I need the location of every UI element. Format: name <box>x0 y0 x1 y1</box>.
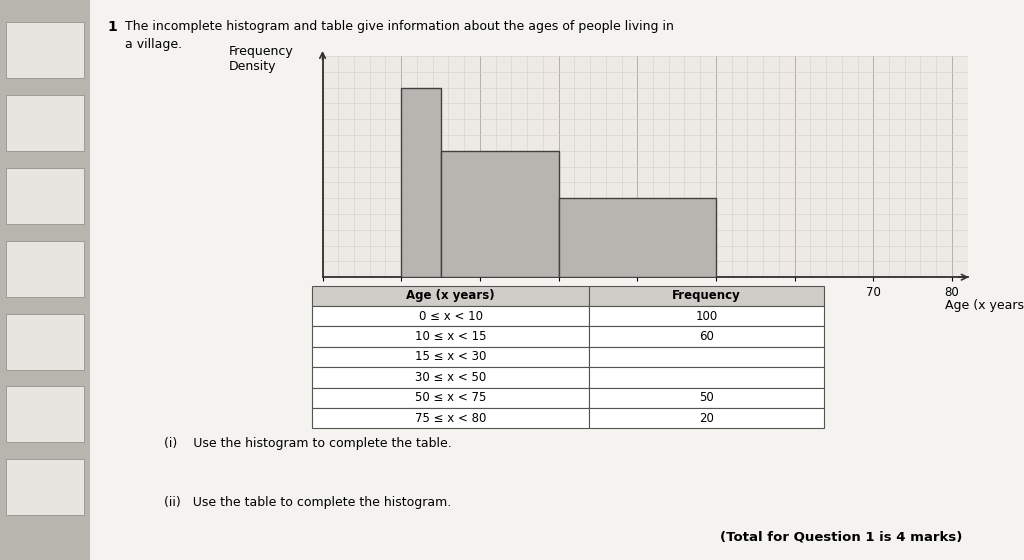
Text: (ii)   Use the table to complete the histogram.: (ii) Use the table to complete the histo… <box>164 496 452 508</box>
Text: 50: 50 <box>699 391 714 404</box>
X-axis label: Age (x years): Age (x years) <box>945 299 1024 312</box>
Text: 100: 100 <box>695 310 718 323</box>
Text: 60: 60 <box>699 330 714 343</box>
Bar <box>401 87 440 277</box>
Text: 20: 20 <box>699 412 714 424</box>
Bar <box>312 367 589 388</box>
Bar <box>312 388 589 408</box>
Bar <box>312 408 589 428</box>
Bar <box>312 326 589 347</box>
Text: 0 ≤ x < 10: 0 ≤ x < 10 <box>419 310 482 323</box>
Bar <box>440 151 558 277</box>
Text: 30 ≤ x < 50: 30 ≤ x < 50 <box>415 371 486 384</box>
Text: 75 ≤ x < 80: 75 ≤ x < 80 <box>415 412 486 424</box>
Text: The incomplete histogram and table give information about the ages of people liv: The incomplete histogram and table give … <box>125 20 674 50</box>
Text: 50 ≤ x < 75: 50 ≤ x < 75 <box>415 391 486 404</box>
Bar <box>312 286 589 306</box>
Bar <box>589 347 824 367</box>
Bar <box>589 408 824 428</box>
Bar <box>589 306 824 326</box>
Text: (i)    Use the histogram to complete the table.: (i) Use the histogram to complete the ta… <box>164 437 452 450</box>
Text: Age (x years): Age (x years) <box>407 290 495 302</box>
Bar <box>589 326 824 347</box>
Text: Frequency: Frequency <box>672 290 741 302</box>
Bar <box>589 286 824 306</box>
Bar <box>312 306 589 326</box>
Text: 10 ≤ x < 15: 10 ≤ x < 15 <box>415 330 486 343</box>
Y-axis label: Frequency
Density: Frequency Density <box>228 45 294 73</box>
Text: (Total for Question 1 is 4 marks): (Total for Question 1 is 4 marks) <box>720 530 963 543</box>
Text: 1: 1 <box>108 20 118 34</box>
Text: 15 ≤ x < 30: 15 ≤ x < 30 <box>415 351 486 363</box>
Bar <box>589 388 824 408</box>
Bar <box>312 347 589 367</box>
Bar <box>589 367 824 388</box>
Bar <box>558 198 716 277</box>
